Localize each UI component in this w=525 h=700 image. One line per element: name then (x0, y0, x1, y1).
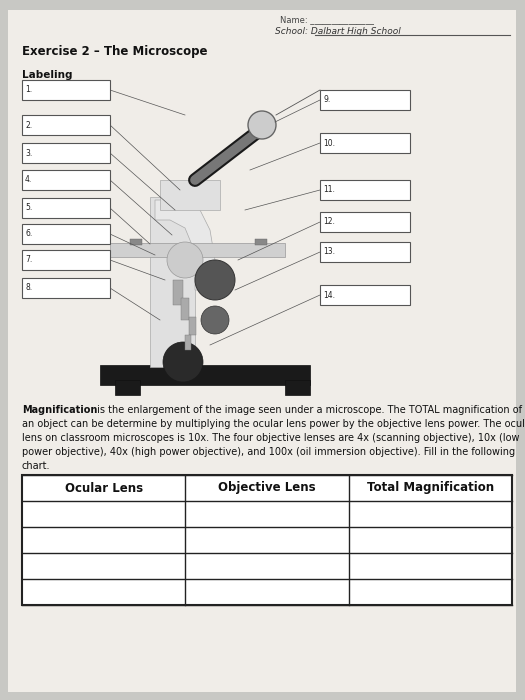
Text: lens on classroom microscopes is 10x. The four objective lenses are 4x (scanning: lens on classroom microscopes is 10x. Th… (22, 433, 520, 443)
Text: 4.: 4. (25, 176, 32, 185)
Text: 1.: 1. (25, 85, 32, 94)
Text: Labeling: Labeling (22, 70, 72, 80)
Bar (255, 239, 267, 245)
Text: 8.: 8. (25, 284, 32, 293)
Text: School: Dalbart High School: School: Dalbart High School (275, 27, 401, 36)
Text: 9.: 9. (323, 95, 330, 104)
Text: 2.: 2. (25, 120, 32, 130)
Bar (173, 280, 183, 305)
Bar (320, 285, 410, 305)
Bar (22, 278, 110, 298)
Text: Magnification: Magnification (22, 405, 97, 415)
Text: 14.: 14. (323, 290, 335, 300)
Text: Exercise 2 – The Microscope: Exercise 2 – The Microscope (22, 45, 207, 58)
Text: an object can be determine by multiplying the ocular lens power by the objective: an object can be determine by multiplyin… (22, 419, 525, 429)
Bar (110, 243, 285, 257)
Text: power objective), 40x (high power objective), and 100x (oil immersion objective): power objective), 40x (high power object… (22, 447, 515, 457)
Bar (22, 250, 110, 270)
Circle shape (195, 260, 235, 300)
Bar (22, 115, 110, 135)
Bar (320, 90, 410, 110)
Text: 13.: 13. (323, 248, 335, 256)
Text: Objective Lens: Objective Lens (218, 482, 316, 494)
Bar (160, 180, 220, 210)
Bar (22, 80, 110, 100)
Bar (115, 380, 140, 395)
Bar (320, 180, 410, 200)
Text: 12.: 12. (323, 218, 335, 227)
Bar (320, 133, 410, 153)
Bar (320, 242, 410, 262)
Bar (285, 380, 310, 395)
Bar (22, 143, 110, 163)
Bar (185, 335, 191, 350)
Bar (181, 298, 189, 320)
Circle shape (248, 111, 276, 139)
Circle shape (167, 242, 203, 278)
Text: chart.: chart. (22, 461, 50, 471)
Text: Ocular Lens: Ocular Lens (65, 482, 143, 494)
Text: is the enlargement of the image seen under a microscope. The TOTAL magnification: is the enlargement of the image seen und… (94, 405, 522, 415)
Bar (22, 475, 512, 605)
Text: 10.: 10. (323, 139, 335, 148)
Bar (130, 239, 142, 245)
Bar (150, 197, 195, 367)
Bar (22, 224, 110, 244)
Circle shape (201, 306, 229, 334)
Circle shape (163, 342, 203, 382)
Text: 11.: 11. (323, 186, 335, 195)
Bar (189, 317, 196, 335)
Bar (22, 170, 110, 190)
Bar (22, 198, 110, 218)
Text: 3.: 3. (25, 148, 32, 158)
Bar (320, 212, 410, 232)
Text: 5.: 5. (25, 204, 32, 213)
Text: Total Magnification: Total Magnification (367, 482, 494, 494)
Polygon shape (155, 200, 215, 290)
Text: Name: _______________: Name: _______________ (280, 15, 374, 24)
Text: 7.: 7. (25, 256, 32, 265)
Bar (100, 365, 310, 385)
Text: 6.: 6. (25, 230, 32, 239)
